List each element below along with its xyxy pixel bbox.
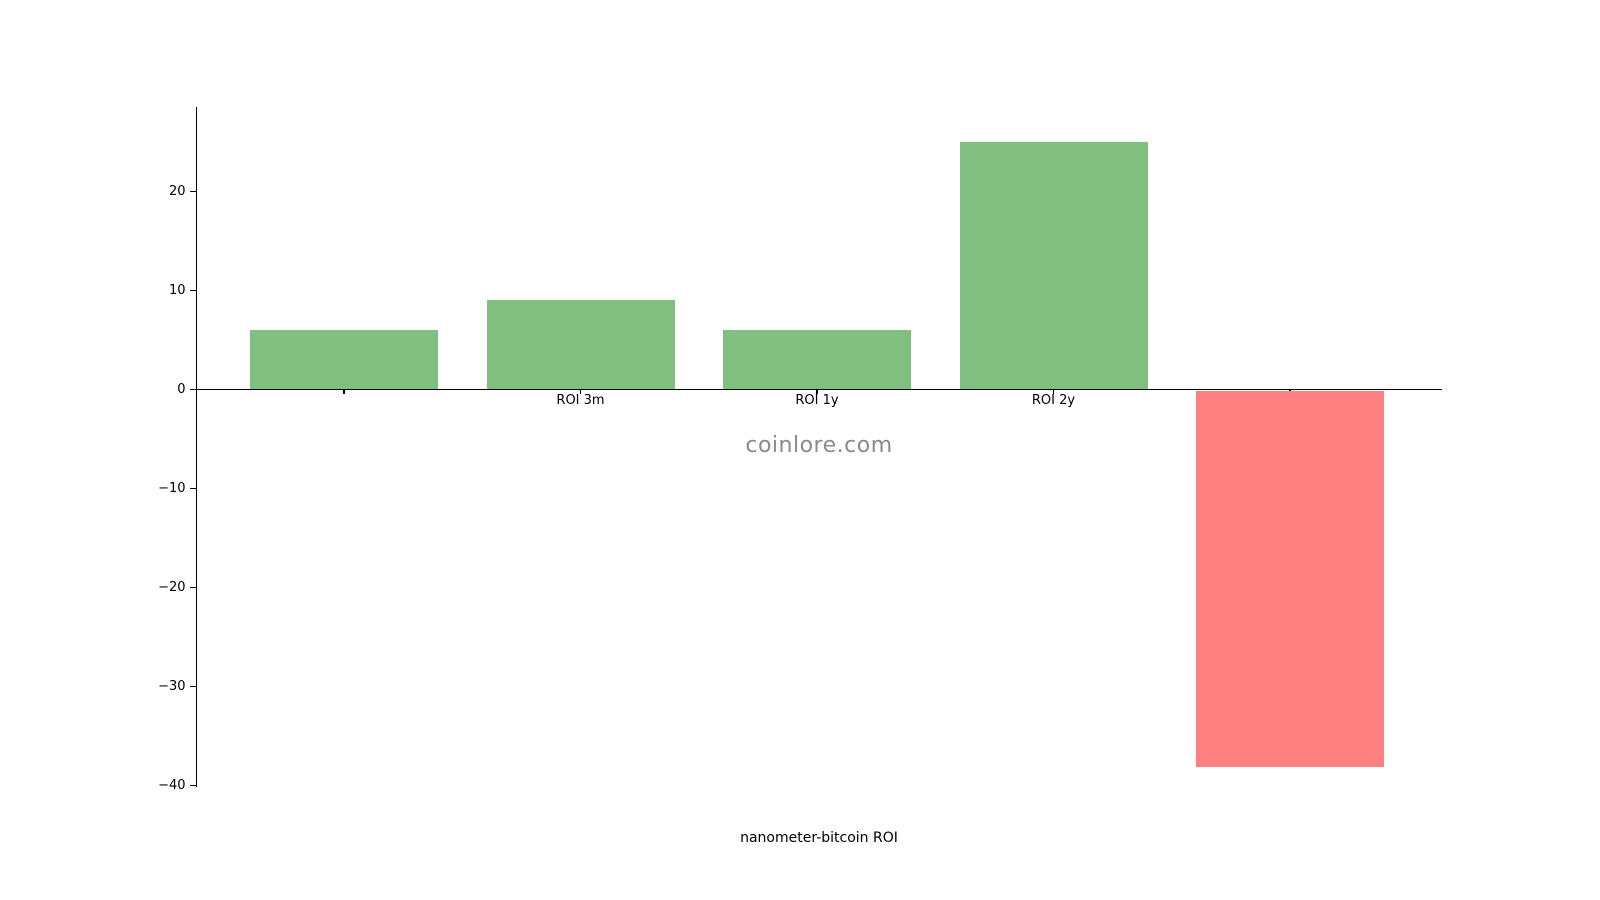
bar-unlabeled-1: [250, 330, 438, 390]
bar-roi-1y: [723, 330, 911, 390]
y-tick-mark: [189, 190, 197, 193]
y-tick-label: −20: [158, 579, 186, 595]
x-tick-mark: [1052, 389, 1055, 395]
y-tick-label: 20: [168, 183, 186, 199]
y-tick-mark: [189, 289, 197, 292]
x-tick-label: ROI 3m: [556, 392, 605, 408]
watermark-text: coinlore.com: [745, 433, 893, 458]
y-tick-mark: [189, 784, 197, 787]
y-tick-label: −40: [158, 777, 186, 793]
y-axis-line: [196, 107, 198, 787]
y-tick-label: 0: [177, 381, 186, 397]
x-tick-mark: [579, 389, 582, 395]
bar-roi-2y: [959, 142, 1148, 390]
y-tick-mark: [189, 685, 197, 688]
y-tick-mark: [189, 487, 197, 490]
y-tick-label: −30: [158, 678, 186, 694]
x-axis-title: nanometer-bitcoin ROI: [740, 830, 898, 846]
y-tick-label: −10: [158, 480, 186, 496]
y-tick-mark: [189, 388, 197, 391]
y-tick-label: 10: [168, 282, 186, 298]
bar-unlabeled-5: [1196, 390, 1384, 767]
x-tick-label: ROI 1y: [795, 392, 839, 408]
x-tick-mark: [343, 389, 345, 395]
x-axis-line: [196, 389, 1442, 391]
x-tick-label: ROI 2y: [1031, 392, 1076, 408]
bar-roi-3m: [486, 300, 675, 390]
x-tick-mark: [816, 389, 818, 395]
y-tick-mark: [189, 586, 197, 589]
